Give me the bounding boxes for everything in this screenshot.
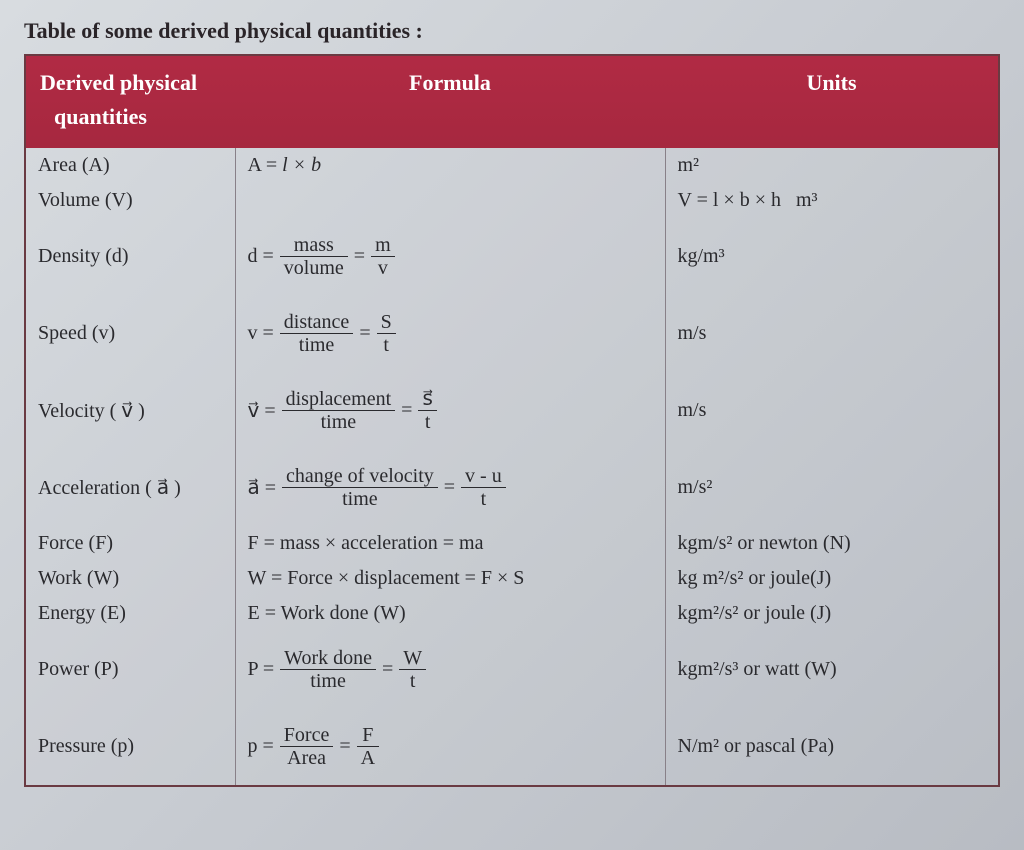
- fraction: v - ut: [461, 465, 506, 510]
- unit-cell: m/s: [665, 372, 999, 449]
- header-units: Units: [665, 55, 999, 148]
- fraction: mv: [371, 234, 395, 279]
- quantity-label: Force (F): [25, 526, 235, 561]
- quantities-table: Derived physical quantities Formula Unit…: [24, 54, 1000, 787]
- lhs: a⃗ =: [248, 475, 277, 500]
- lhs: P =: [248, 658, 275, 681]
- formula-cell: [235, 183, 665, 218]
- quantity-label: Work (W): [25, 561, 235, 596]
- fraction: ForceArea: [280, 724, 334, 769]
- formula-cell: P = Work donetime = Wt: [235, 631, 665, 708]
- unit-cell: kg/m³: [665, 218, 999, 295]
- volume-formula: V = l × b × h: [678, 189, 781, 211]
- table-row: Speed (v) v = distancetime = St m/s: [25, 295, 999, 372]
- lhs: v⃗ =: [248, 398, 276, 423]
- quantity-label: Energy (E): [25, 596, 235, 631]
- fraction: s⃗t: [418, 388, 436, 433]
- quantity-label: Pressure (p): [25, 708, 235, 786]
- table-row: Acceleration ( a⃗ ) a⃗ = change of veloc…: [25, 449, 999, 526]
- table-row: Force (F) F = mass × acceleration = ma k…: [25, 526, 999, 561]
- formula-cell: v = distancetime = St: [235, 295, 665, 372]
- equals: =: [359, 322, 370, 345]
- unit-cell: V = l × b × h m³: [665, 183, 999, 218]
- equals: =: [339, 735, 350, 758]
- formula-cell: p = ForceArea = FA: [235, 708, 665, 786]
- fraction: Work donetime: [280, 647, 376, 692]
- equals: =: [401, 399, 412, 422]
- fraction: change of velocitytime: [282, 465, 438, 510]
- fraction: FA: [357, 724, 379, 769]
- unit-cell: kgm²/s³ or watt (W): [665, 631, 999, 708]
- formula-cell: d = massvolume = mv: [235, 218, 665, 295]
- header-quantities: Derived physical quantities: [25, 55, 235, 148]
- fraction: distancetime: [280, 311, 354, 356]
- quantity-label: Volume (V): [25, 183, 235, 218]
- equals: =: [444, 476, 455, 499]
- unit-cell: m/s: [665, 295, 999, 372]
- header-quantities-line2: quantities: [40, 96, 221, 130]
- quantity-label: Speed (v): [25, 295, 235, 372]
- table-row: Pressure (p) p = ForceArea = FA N/m² or …: [25, 708, 999, 786]
- unit-cell: kgm²/s² or joule (J): [665, 596, 999, 631]
- formula-cell: W = Force × displacement = F × S: [235, 561, 665, 596]
- unit-cell: m²: [665, 148, 999, 183]
- formula-cell: F = mass × acceleration = ma: [235, 526, 665, 561]
- unit-cell: m/s²: [665, 449, 999, 526]
- table-row: Density (d) d = massvolume = mv kg/m³: [25, 218, 999, 295]
- lhs: v =: [248, 322, 274, 345]
- table-row: Work (W) W = Force × displacement = F × …: [25, 561, 999, 596]
- fraction: Wt: [399, 647, 426, 692]
- table-row: Velocity ( v⃗ ) v⃗ = displacementtime = …: [25, 372, 999, 449]
- formula-cell: A = l × b: [235, 148, 665, 183]
- lhs: p =: [248, 735, 274, 758]
- unit-cell: N/m² or pascal (Pa): [665, 708, 999, 786]
- formula-cell: v⃗ = displacementtime = s⃗t: [235, 372, 665, 449]
- header-formula: Formula: [235, 55, 665, 148]
- table-row: Volume (V) V = l × b × h m³: [25, 183, 999, 218]
- quantity-label: Area (A): [25, 148, 235, 183]
- formula-cell: a⃗ = change of velocitytime = v - ut: [235, 449, 665, 526]
- table-row: Power (P) P = Work donetime = Wt kgm²/s³…: [25, 631, 999, 708]
- fraction: St: [377, 311, 396, 356]
- table-header-row: Derived physical quantities Formula Unit…: [25, 55, 999, 148]
- page-title: Table of some derived physical quantitie…: [24, 18, 1000, 44]
- formula-cell: E = Work done (W): [235, 596, 665, 631]
- fraction: massvolume: [280, 234, 348, 279]
- fraction: displacementtime: [282, 388, 396, 433]
- quantity-label: Power (P): [25, 631, 235, 708]
- header-quantities-line1: Derived physical: [40, 70, 221, 96]
- lhs: d =: [248, 245, 274, 268]
- table-row: Energy (E) E = Work done (W) kgm²/s² or …: [25, 596, 999, 631]
- formula-text: A = l × b: [248, 154, 322, 176]
- quantity-label: Velocity ( v⃗ ): [25, 372, 235, 449]
- equals: =: [354, 245, 365, 268]
- unit-cell: kg m²/s² or joule(J): [665, 561, 999, 596]
- equals: =: [382, 658, 393, 681]
- quantity-label: Acceleration ( a⃗ ): [25, 449, 235, 526]
- quantity-label: Density (d): [25, 218, 235, 295]
- unit-cell: kgm/s² or newton (N): [665, 526, 999, 561]
- volume-unit: m³: [796, 189, 818, 211]
- table-row: Area (A) A = l × b m²: [25, 148, 999, 183]
